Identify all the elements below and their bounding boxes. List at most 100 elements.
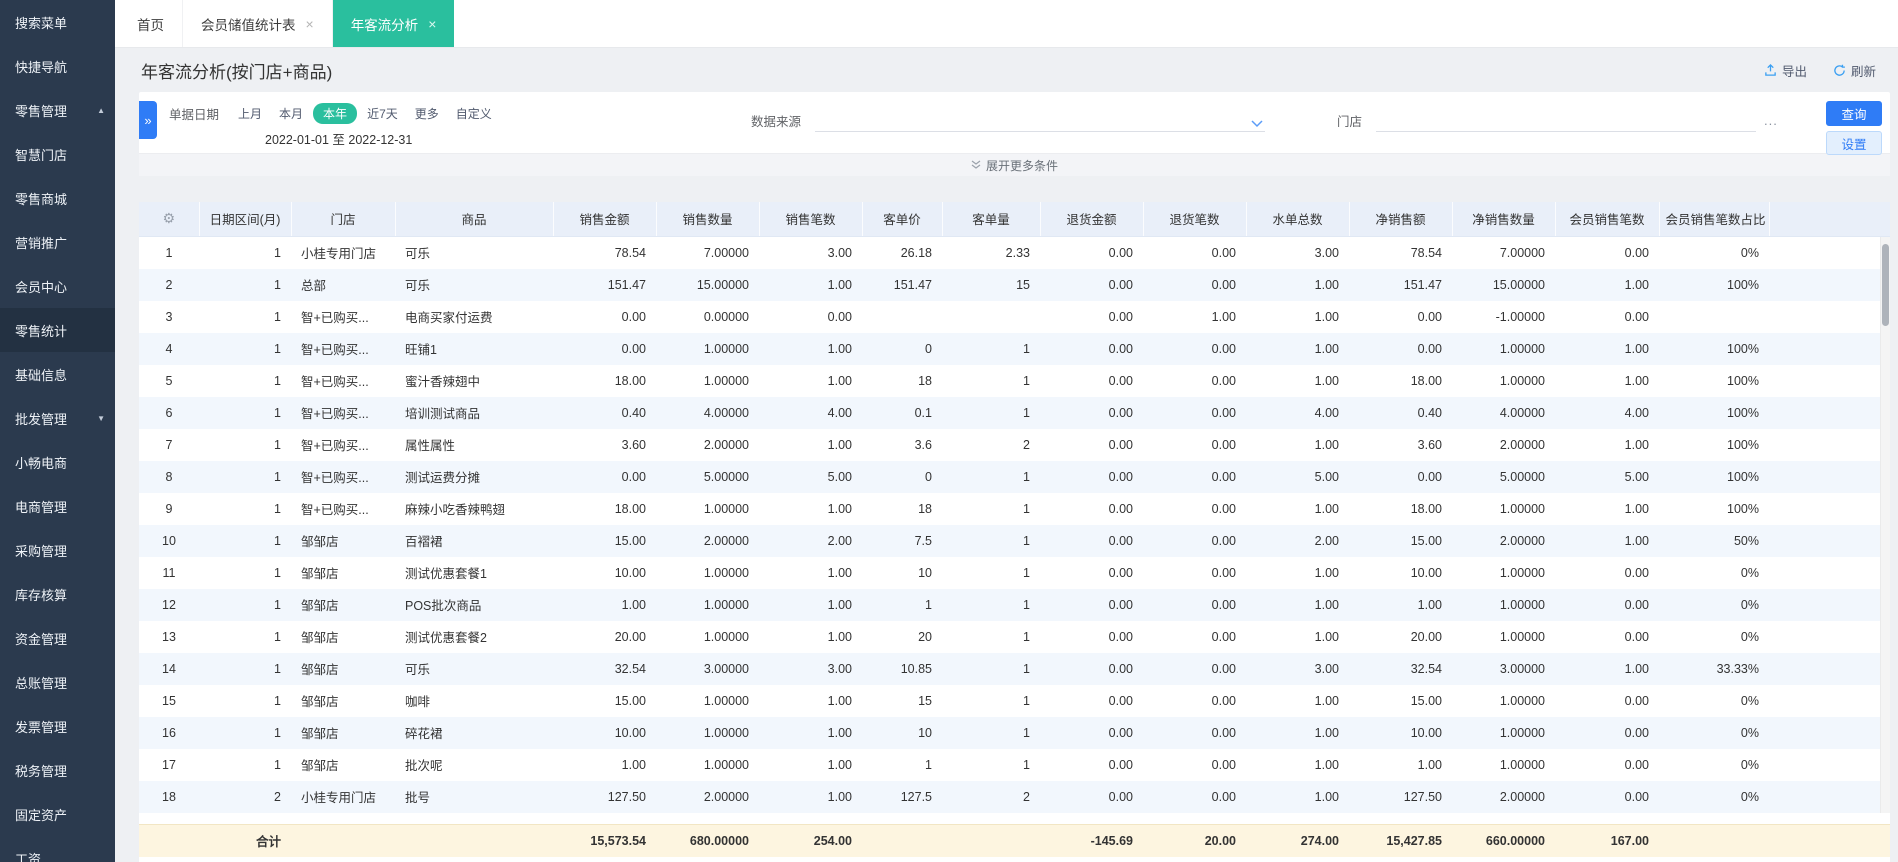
table-row-15[interactable]: 15 1 邹邹店 咖啡 15.00 1.00000 1.00 15 1 0.00 0.00 1.00 1… [139, 685, 1890, 717]
cell: 10.00 [1410, 725, 1442, 740]
cell: 4.00000 [703, 405, 749, 420]
export-label: 导出 [1781, 64, 1807, 79]
row-number: 8 [165, 469, 173, 484]
cell: 0.00 [1417, 309, 1442, 324]
sidebar-item-11[interactable]: 电商管理 [0, 484, 115, 528]
cell-filler [1769, 781, 1890, 813]
table-row-3[interactable]: 3 1 智+已购买... 电商买家付运费 0.00 0.00000 0.00 0.00 1.00… [139, 301, 1890, 333]
table-row-7[interactable]: 7 1 智+已购买... 属性属性 3.60 2.00000 1.00 3.6 2 0.00 0.0… [139, 429, 1890, 461]
refresh-button[interactable]: 刷新 [1833, 61, 1876, 80]
table-row-11[interactable]: 11 1 邹邹店 测试优惠套餐1 10.00 1.00000 1.00 10 1 0.00 0.00… [139, 557, 1890, 589]
sidebar-item-12[interactable]: 采购管理 [0, 528, 115, 572]
column-header-1[interactable]: 日期区间(月) [199, 202, 292, 237]
table-row-16[interactable]: 16 1 邹邹店 碎花裙 10.00 1.00000 1.00 10 1 0.00 0.00 1.00… [139, 716, 1890, 749]
table-row-8[interactable]: 8 1 智+已购买... 测试运费分摊 0.00 5.00000 5.00 0 1 0.00 0.0… [139, 460, 1890, 493]
table-row-5[interactable]: 5 1 智+已购买... 蜜汁香辣翅中 18.00 1.00000 1.00 18 1 0.00 0… [139, 365, 1890, 397]
cell: 1 [274, 373, 281, 388]
tab-2[interactable]: 年客流分析 × [331, 0, 455, 47]
sidebar-item-14[interactable]: 资金管理 [0, 616, 115, 660]
cell: 0.00 [1624, 597, 1649, 612]
chevron-down-icon[interactable] [1251, 117, 1263, 131]
column-header-12[interactable]: 净销售额 [1349, 202, 1453, 237]
store-input-wrap[interactable] [1376, 108, 1757, 132]
cell: 0.00 [1108, 693, 1133, 708]
sidebar-item-18[interactable]: 固定资产 [0, 792, 115, 836]
column-header-5[interactable]: 销售数量 [656, 202, 760, 237]
sidebar-item-6[interactable]: 会员中心 [0, 264, 115, 308]
sidebar-item-9[interactable]: 批发管理 ▼ [0, 396, 115, 440]
table-row-17[interactable]: 17 1 邹邹店 批次呢 1.00 1.00000 1.00 1 1 0.00 0.00 1.00 1.… [139, 749, 1890, 781]
table-row-2[interactable]: 2 1 总部 可乐 151.47 15.00000 1.00 151.47 15 0.00 0.00… [139, 268, 1890, 301]
sidebar-item-3[interactable]: 智慧门店 [0, 132, 115, 176]
table-row-14[interactable]: 14 1 邹邹店 可乐 32.54 3.00000 3.00 10.85 1 0.00 0.00 3.… [139, 652, 1890, 685]
table-body: 1 1 小桂专用门店 可乐 78.54 7.00000 3.00 26.18 2.33 0.00 0… [139, 237, 1890, 813]
vertical-scrollbar[interactable] [1880, 236, 1890, 813]
table-row-1[interactable]: 1 1 小桂专用门店 可乐 78.54 7.00000 3.00 26.18 2.33 0.00 0… [139, 237, 1890, 269]
store-input[interactable] [1376, 108, 1757, 131]
sidebar-item-2[interactable]: 零售管理 ▲ [0, 88, 115, 132]
column-header-15[interactable]: 会员销售笔数占比 [1659, 202, 1770, 237]
column-header-8[interactable]: 客单量 [942, 202, 1041, 237]
export-button[interactable]: 导出 [1764, 61, 1807, 80]
column-header-4[interactable]: 销售金额 [553, 202, 657, 237]
cell: 18.00 [614, 501, 646, 516]
column-header-7[interactable]: 客单价 [862, 202, 943, 237]
sidebar-item-4[interactable]: 零售商城 [0, 176, 115, 220]
column-header-11[interactable]: 水单总数 [1246, 202, 1350, 237]
column-header-14[interactable]: 会员销售笔数 [1555, 202, 1660, 237]
date-option-4[interactable]: 更多 [408, 103, 446, 124]
sidebar-item-13[interactable]: 库存核算 [0, 572, 115, 616]
cell: 0.00 [1624, 725, 1649, 740]
column-header-2[interactable]: 门店 [291, 202, 396, 237]
column-header-3[interactable]: 商品 [395, 202, 554, 237]
sidebar-item-8[interactable]: 基础信息 [0, 352, 115, 396]
date-option-5[interactable]: 自定义 [449, 103, 499, 124]
settings-button[interactable]: 设置 [1826, 131, 1882, 155]
tab-0[interactable]: 首页 [119, 0, 182, 47]
sidebar-item-15[interactable]: 总账管理 [0, 660, 115, 704]
cell: 10 [918, 725, 932, 740]
row-number: 18 [162, 789, 176, 804]
cell: 0.00 [621, 469, 646, 484]
query-button[interactable]: 查询 [1826, 101, 1882, 126]
table-row-6[interactable]: 6 1 智+已购买... 培训测试商品 0.40 4.00000 4.00 0.1 1 0.00 0… [139, 396, 1890, 429]
data-source-input[interactable] [815, 108, 1266, 131]
store-more-button[interactable]: ... [1764, 112, 1778, 128]
scrollbar-thumb[interactable] [1882, 243, 1889, 326]
sidebar-item-16[interactable]: 发票管理 [0, 704, 115, 748]
data-source-select[interactable] [815, 108, 1266, 132]
date-option-1[interactable]: 本月 [272, 103, 310, 124]
sidebar-item-10[interactable]: 小畅电商 [0, 440, 115, 484]
sidebar-item-1[interactable]: 快捷导航 [0, 44, 115, 88]
cell: 2.00000 [703, 533, 749, 548]
sidebar-item-7[interactable]: 零售统计 [0, 308, 115, 352]
expand-more-conditions-button[interactable]: 展开更多条件 [955, 154, 1074, 176]
cell: 0.00 [1108, 469, 1133, 484]
table-row-10[interactable]: 10 1 邹邹店 百褶裙 15.00 2.00000 2.00 7.5 1 0.00 0.00 2.0… [139, 524, 1890, 557]
column-header-9[interactable]: 退货金额 [1040, 202, 1144, 237]
column-header-13[interactable]: 净销售数量 [1452, 202, 1556, 237]
date-option-2[interactable]: 本年 [313, 102, 358, 124]
table-row-18[interactable]: 18 2 小桂专用门店 批号 127.50 2.00000 1.00 127.5 2 0.00 0.… [139, 780, 1890, 813]
date-range-value[interactable]: 2022-01-01 至 2022-12-31 [265, 133, 413, 147]
expand-side-panel-button[interactable]: » [139, 101, 157, 139]
tab-1[interactable]: 会员储值统计表 × [182, 0, 332, 47]
table-row-12[interactable]: 12 1 邹邹店 POS批次商品 1.00 1.00000 1.00 1 1 0.00 0.00 1.… [139, 588, 1890, 621]
column-header-10[interactable]: 退货笔数 [1143, 202, 1247, 237]
cell: 智+已购买... [301, 311, 369, 325]
close-icon[interactable]: × [305, 15, 314, 32]
table-row-4[interactable]: 4 1 智+已购买... 旺铺1 0.00 1.00000 1.00 0 1 0.00 0.00 1.… [139, 332, 1890, 365]
date-option-3[interactable]: 近7天 [360, 103, 405, 124]
total-cell: 15,573.54 [553, 823, 656, 857]
cell: 4.00 [1314, 405, 1339, 420]
sidebar-item-17[interactable]: 税务管理 [0, 748, 115, 792]
table-row-9[interactable]: 9 1 智+已购买... 麻辣小吃香辣鸭翅 18.00 1.00000 1.00 18 1 0.0… [139, 493, 1890, 525]
column-header-6[interactable]: 销售笔数 [759, 202, 863, 237]
date-option-0[interactable]: 上月 [231, 103, 269, 124]
table-row-13[interactable]: 13 1 邹邹店 测试优惠套餐2 20.00 1.00000 1.00 20 1 0.00 0.00… [139, 621, 1890, 653]
close-icon[interactable]: × [428, 15, 437, 32]
sidebar-item-0[interactable]: 搜索菜单 [0, 0, 115, 44]
sidebar-item-19[interactable]: 工资 [0, 836, 115, 862]
column-settings-header[interactable]: ⚙ [139, 202, 200, 237]
sidebar-item-5[interactable]: 营销推广 [0, 220, 115, 264]
